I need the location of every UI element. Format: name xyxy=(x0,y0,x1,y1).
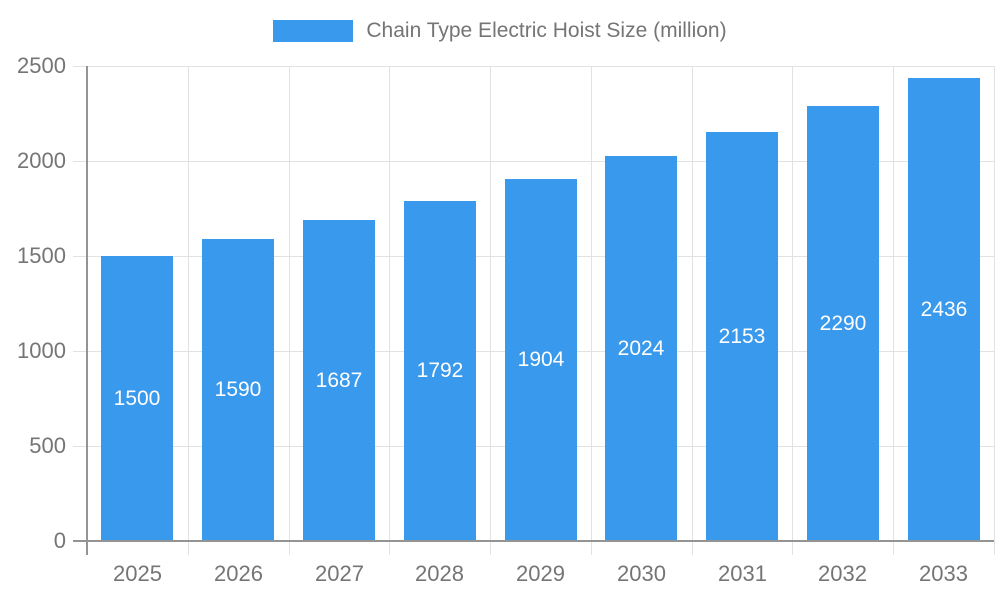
x-gridline xyxy=(490,66,491,555)
bar-2028[interactable]: 1792 xyxy=(404,201,476,541)
x-axis-line xyxy=(73,540,994,542)
x-axis-tick-label: 2031 xyxy=(718,561,767,586)
bar-value-label: 1500 xyxy=(113,386,161,410)
bar-value-label: 1904 xyxy=(517,348,565,371)
x-gridline xyxy=(792,66,793,555)
bar-value-label: 2436 xyxy=(920,297,968,321)
x-gridline xyxy=(893,66,894,555)
legend-label: Chain Type Electric Hoist Size (million) xyxy=(366,19,727,42)
x-gridline xyxy=(692,66,693,555)
y-axis-tick-label: 2500 xyxy=(17,53,66,78)
y-axis-line xyxy=(86,66,88,555)
y-axis-tick-label: 500 xyxy=(29,433,66,458)
bar-2030[interactable]: 2024 xyxy=(605,156,677,541)
x-axis-tick-label: 2028 xyxy=(415,561,464,586)
legend-swatch-icon xyxy=(273,20,354,42)
x-axis-tick-label: 2025 xyxy=(113,561,162,586)
x-axis-tick-label: 2027 xyxy=(315,561,364,586)
y-axis-tick-label: 2000 xyxy=(17,148,66,173)
bar-value-label: 1687 xyxy=(315,368,363,392)
bar-2026[interactable]: 1590 xyxy=(202,239,274,541)
bar-value-label: 1590 xyxy=(214,378,262,401)
bar-value-label: 2153 xyxy=(718,324,766,348)
bar-2031[interactable]: 2153 xyxy=(706,132,778,541)
y-axis-tick-label: 0 xyxy=(53,528,66,553)
bar-2025[interactable]: 1500 xyxy=(101,256,173,541)
y-axis-tick-label: 1000 xyxy=(17,338,66,363)
bar-2029[interactable]: 1904 xyxy=(505,179,577,541)
legend-item[interactable]: Chain Type Electric Hoist Size (million) xyxy=(273,19,727,43)
x-gridline xyxy=(289,66,290,555)
x-gridline xyxy=(591,66,592,555)
x-axis-tick-label: 2029 xyxy=(516,561,565,586)
x-axis-tick-label: 2032 xyxy=(818,561,867,586)
bar-2033[interactable]: 2436 xyxy=(908,78,980,541)
legend: Chain Type Electric Hoist Size (million) xyxy=(0,18,1000,44)
bar-value-label: 1792 xyxy=(416,359,464,382)
x-axis-tick-label: 2026 xyxy=(214,561,263,586)
y-axis-tick-label: 1500 xyxy=(17,243,66,268)
x-gridline xyxy=(994,66,995,555)
x-axis-tick-label: 2030 xyxy=(617,561,666,586)
bar-value-label: 2024 xyxy=(617,336,665,360)
bar-value-label: 2290 xyxy=(819,311,867,335)
x-axis-tick-label: 2033 xyxy=(919,561,968,586)
bar-2032[interactable]: 2290 xyxy=(807,106,879,541)
bar-2027[interactable]: 1687 xyxy=(303,220,375,541)
x-gridline xyxy=(188,66,189,555)
x-gridline xyxy=(389,66,390,555)
y-gridline xyxy=(73,66,994,67)
y-gridline xyxy=(73,161,994,162)
